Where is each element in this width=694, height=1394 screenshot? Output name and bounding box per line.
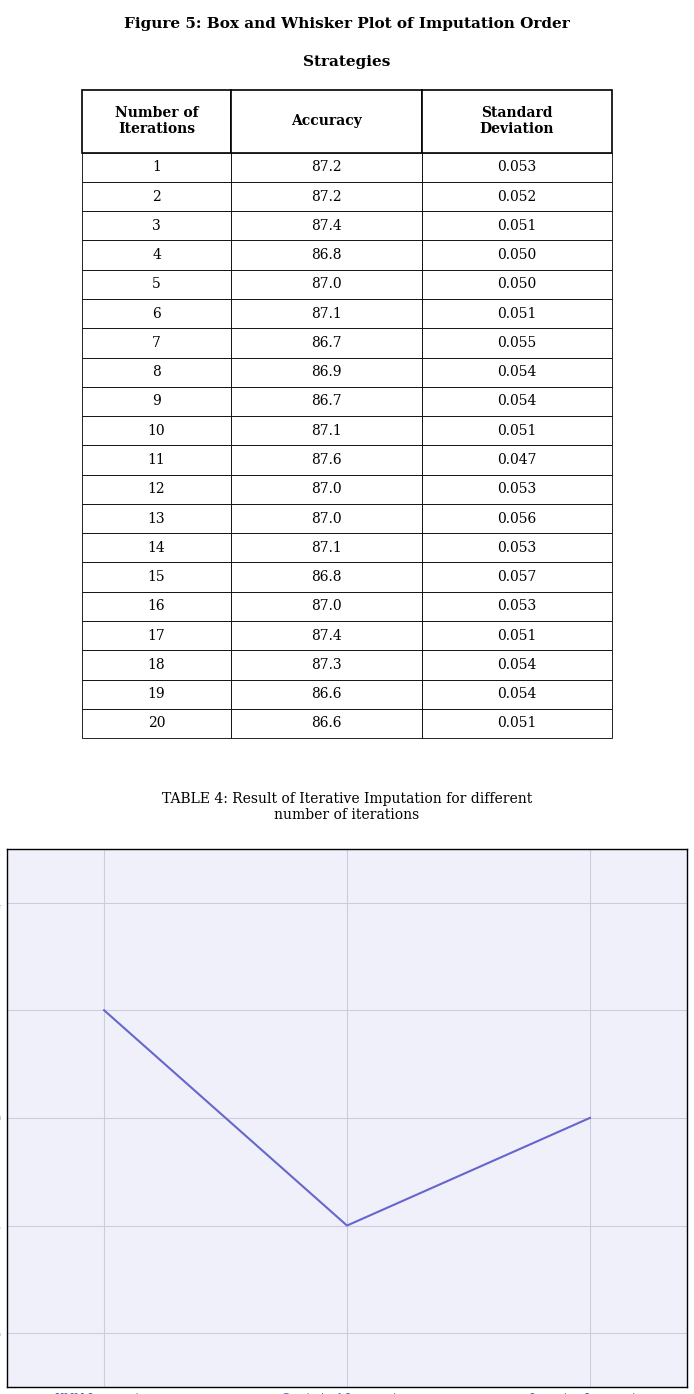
Text: Strategies: Strategies — [303, 56, 391, 70]
Text: Figure 5: Box and Whisker Plot of Imputation Order: Figure 5: Box and Whisker Plot of Imputa… — [124, 17, 570, 31]
Text: TABLE 4: Result of Iterative Imputation for different
number of iterations: TABLE 4: Result of Iterative Imputation … — [162, 792, 532, 822]
